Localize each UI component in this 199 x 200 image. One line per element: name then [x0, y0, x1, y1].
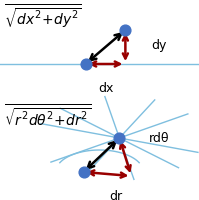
Text: dr: dr	[109, 190, 122, 200]
Point	[84, 62, 87, 66]
Text: dy: dy	[151, 38, 167, 51]
Point	[118, 136, 121, 140]
Text: $\overline{\sqrt{r^2d\theta^2\!+\!dr^2}}$: $\overline{\sqrt{r^2d\theta^2\!+\!dr^2}}…	[4, 103, 91, 128]
Point	[124, 28, 127, 32]
Text: dx: dx	[98, 82, 113, 95]
Text: rdθ: rdθ	[149, 132, 170, 144]
Text: $\overline{\sqrt{dx^2\!+\!dy^2}}$: $\overline{\sqrt{dx^2\!+\!dy^2}}$	[4, 3, 81, 31]
Point	[82, 170, 85, 174]
